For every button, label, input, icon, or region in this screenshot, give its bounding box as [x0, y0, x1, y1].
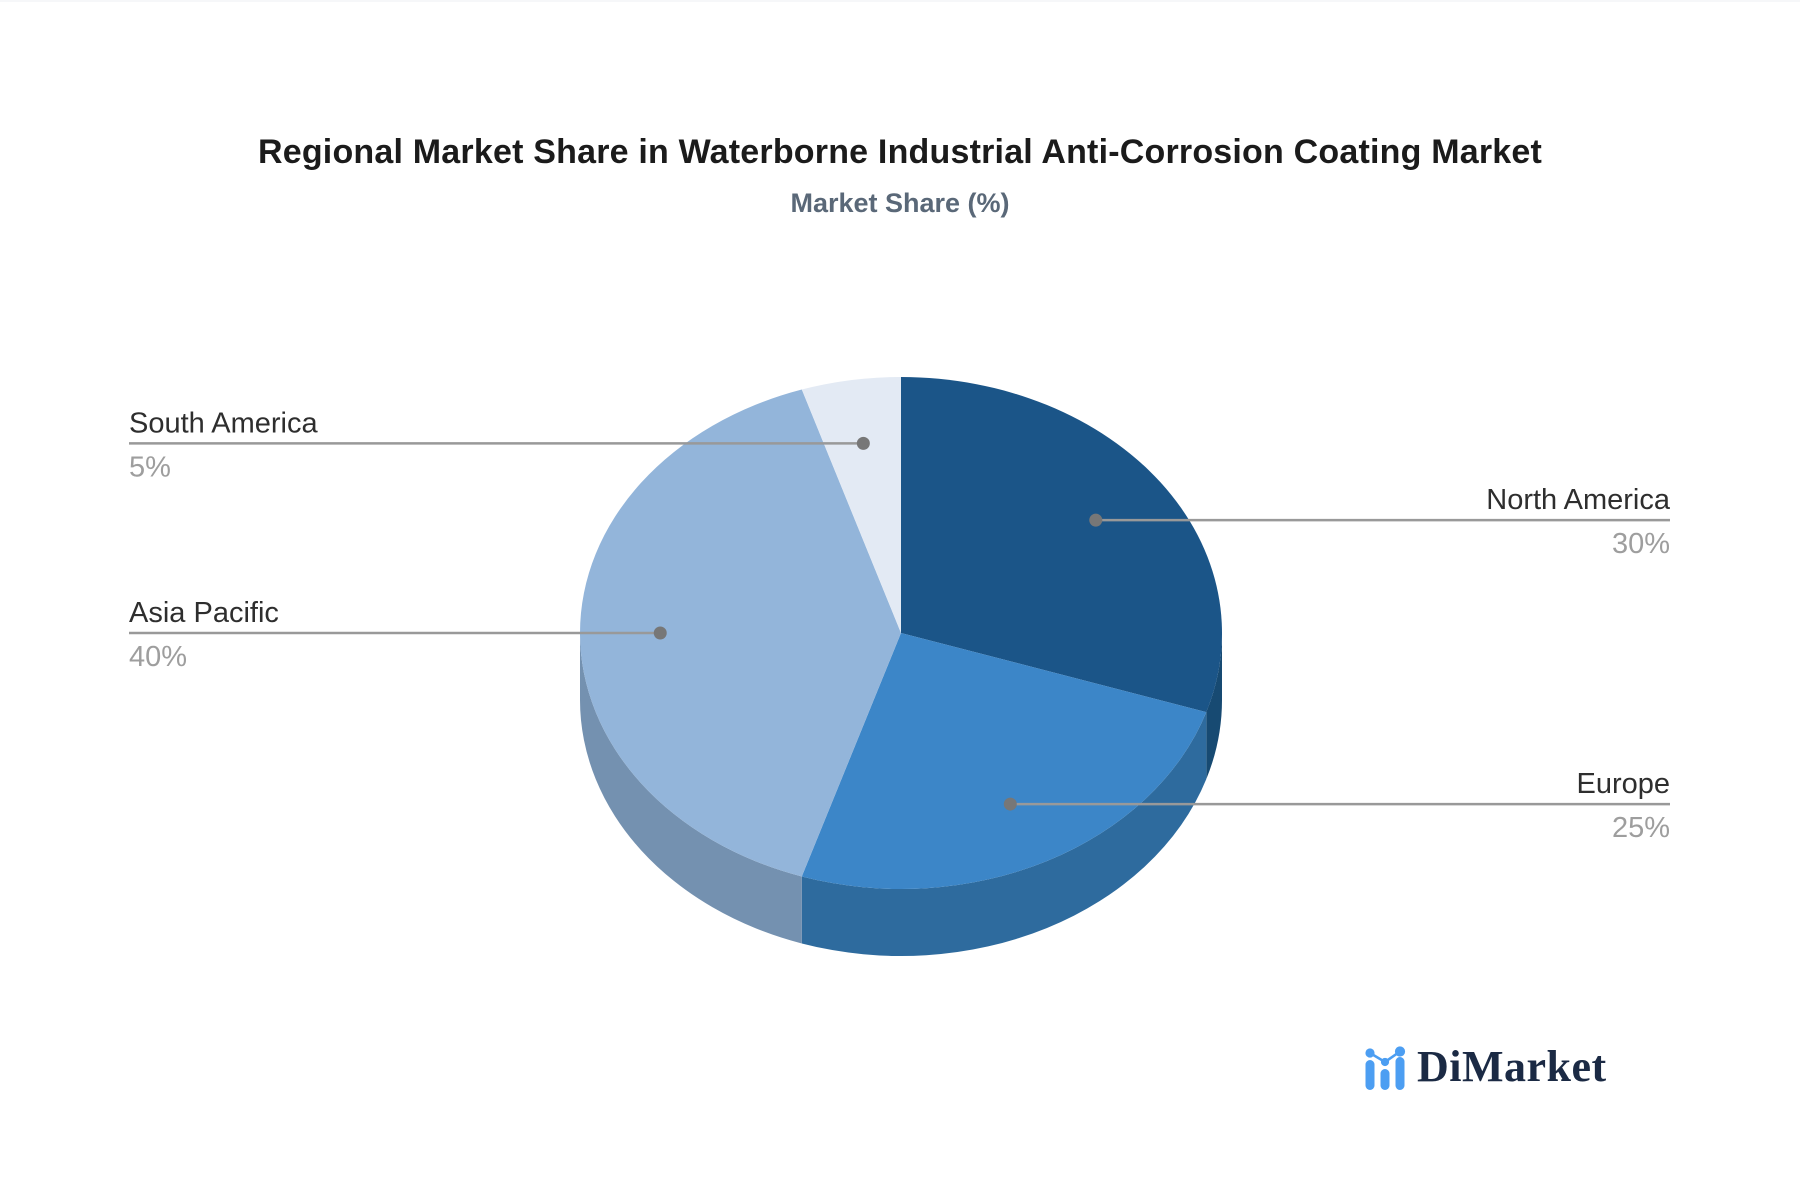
- slice-value-north-america: 30%: [1612, 528, 1670, 560]
- logo-icon-bars: [1365, 1057, 1405, 1090]
- bar-line-chart-icon: [1365, 1046, 1406, 1090]
- pie-slice-south-america[interactable]: [801, 377, 901, 633]
- pie-slice-europe[interactable]: [801, 633, 1207, 889]
- page-top-border: [0, 0, 1800, 2]
- logo-bar-3: [1395, 1057, 1405, 1090]
- logo-bar-1: [1365, 1060, 1375, 1090]
- slice-value-asia-pacific: 40%: [129, 641, 187, 673]
- slice-label-europe: Europe: [1576, 768, 1670, 800]
- leader-dot-north-america: [1089, 513, 1103, 527]
- pie-slice-side-north-america: [1206, 633, 1222, 780]
- slice-label-asia-pacific: Asia Pacific: [129, 597, 279, 629]
- slice-value-south-america: 5%: [129, 451, 171, 483]
- chart-title: Regional Market Share in Waterborne Indu…: [257, 133, 1543, 171]
- leader-dot-europe: [1003, 797, 1017, 811]
- pie-slice-side-asia-pacific: [580, 633, 802, 944]
- pie-slice-side-europe: [801, 712, 1207, 956]
- slice-value-europe: 25%: [1612, 812, 1670, 844]
- slice-label-north-america: North America: [1486, 484, 1671, 516]
- pie-slice-asia-pacific[interactable]: [580, 389, 901, 877]
- brand-logo-text: DiMarket: [1417, 1042, 1607, 1091]
- chart-subtitle: Market Share (%): [790, 188, 1010, 218]
- logo-icon-dots: [1365, 1046, 1406, 1067]
- pie-slice-north-america[interactable]: [901, 377, 1222, 713]
- brand-logo: DiMarket: [1365, 1044, 1607, 1090]
- leader-dot-asia-pacific: [653, 626, 667, 640]
- logo-dot-3: [1394, 1046, 1406, 1057]
- logo-dot-2: [1380, 1057, 1390, 1067]
- slice-label-south-america: South America: [129, 407, 318, 439]
- leader-dot-south-america: [856, 436, 870, 450]
- logo-dot-1: [1365, 1048, 1375, 1058]
- logo-bar-2: [1380, 1069, 1390, 1090]
